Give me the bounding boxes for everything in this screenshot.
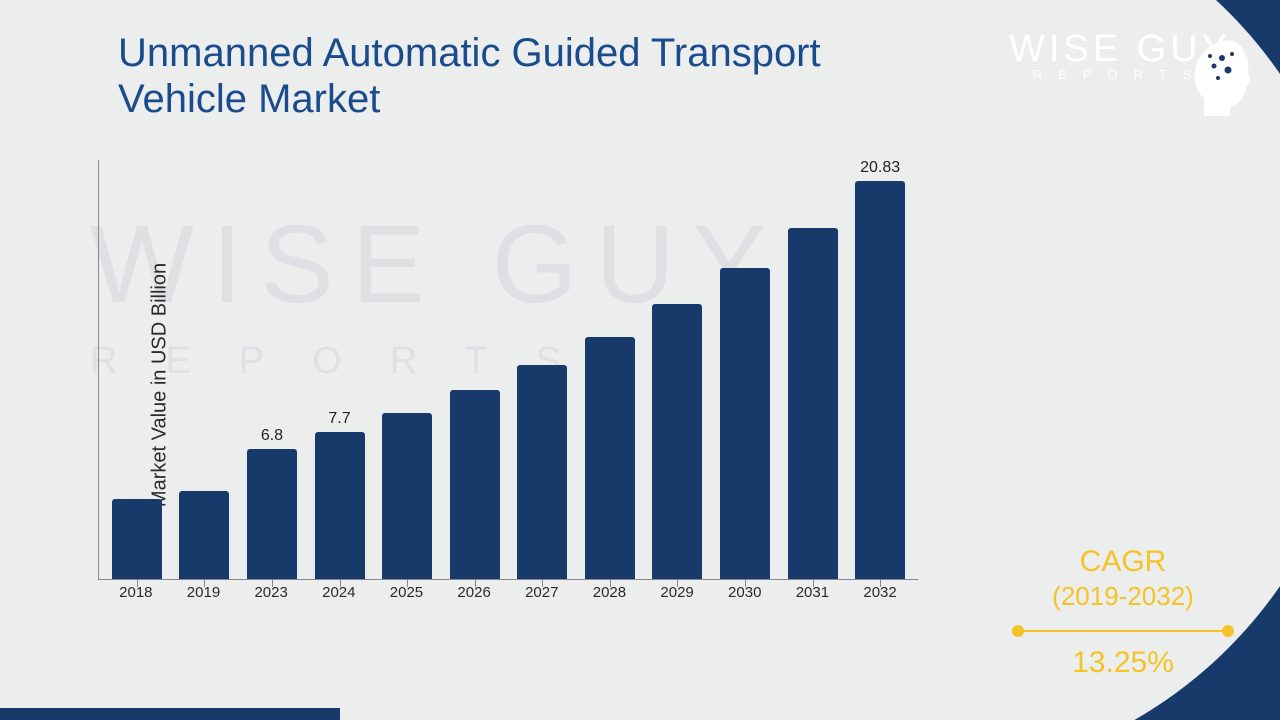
bar <box>652 304 702 579</box>
bar <box>788 228 838 579</box>
x-label: 2027 <box>517 584 567 601</box>
bottom-accent-bar <box>0 708 340 720</box>
cagr-value: 13.25% <box>1000 646 1246 680</box>
bar <box>247 449 297 579</box>
x-label: 2026 <box>449 584 499 601</box>
bar-wrap: 7.7 <box>315 410 365 579</box>
bar-wrap <box>517 343 567 579</box>
cagr-range: (2019-2032) <box>1000 581 1246 612</box>
bar <box>517 365 567 579</box>
x-label: 2031 <box>787 584 837 601</box>
bar <box>855 181 905 579</box>
x-label: 2028 <box>584 584 634 601</box>
bar-wrap: 20.83 <box>855 159 905 579</box>
bar <box>585 337 635 579</box>
bar-wrap <box>585 315 635 579</box>
x-label: 2029 <box>652 584 702 601</box>
bar <box>112 499 162 579</box>
bar-value-label: 6.8 <box>261 427 283 445</box>
bar <box>179 491 229 579</box>
page-root: WISE GUY REPORTS Unmanned Automatic Guid… <box>0 0 1280 720</box>
chart-plot: 6.8 7.7 20.83 <box>98 160 918 580</box>
bar-value-label: 7.7 <box>328 410 350 428</box>
bar-wrap <box>112 477 162 579</box>
bar-wrap <box>179 469 229 579</box>
x-label: 2023 <box>246 584 296 601</box>
x-label: 2030 <box>720 584 770 601</box>
x-label: 2024 <box>314 584 364 601</box>
chart-title: Unmanned Automatic Guided Transport Vehi… <box>118 30 958 122</box>
brand-logo: WISE GUY REPORTS <box>980 28 1260 82</box>
head-profile-icon <box>1184 36 1254 116</box>
bar <box>315 432 365 579</box>
x-label: 2032 <box>855 584 905 601</box>
bar-wrap <box>720 246 770 579</box>
x-axis-labels: 2018 2019 2023 2024 2025 2026 2027 2028 2029 2030… <box>98 584 918 601</box>
bar <box>720 268 770 579</box>
cagr-title: CAGR <box>1000 545 1246 579</box>
bars-container: 6.8 7.7 20.83 <box>99 160 918 579</box>
bar-wrap <box>382 391 432 579</box>
cagr-divider <box>1018 630 1228 632</box>
bar-wrap <box>652 282 702 579</box>
x-label: 2018 <box>111 584 161 601</box>
chart-area: Market Value in USD Billion 6.87.720.83 … <box>48 160 918 610</box>
bar-wrap <box>788 206 838 579</box>
x-label: 2025 <box>381 584 431 601</box>
bar-value-label: 20.83 <box>860 159 900 177</box>
x-label: 2019 <box>178 584 228 601</box>
bar-wrap <box>450 368 500 579</box>
cagr-box: CAGR (2019-2032) 13.25% <box>1000 545 1246 680</box>
bar <box>450 390 500 579</box>
bar <box>382 413 432 579</box>
bar-wrap: 6.8 <box>247 427 297 579</box>
